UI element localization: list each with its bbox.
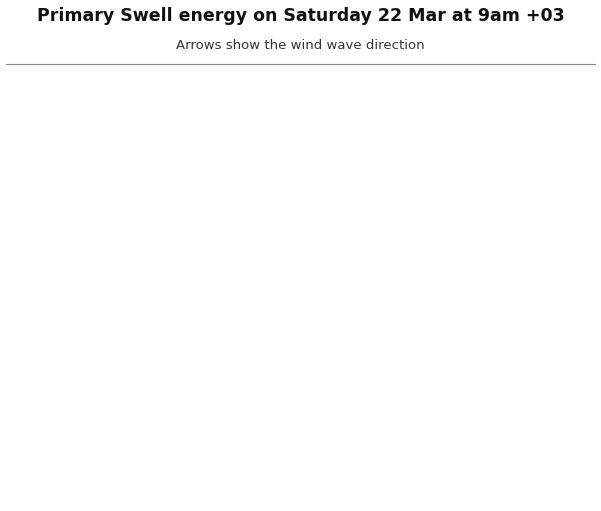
Text: Primary Swell energy on Saturday 22 Mar at 9am +03: Primary Swell energy on Saturday 22 Mar …	[37, 7, 564, 25]
Text: Arrows show the wind wave direction: Arrows show the wind wave direction	[176, 39, 425, 53]
Text: Map (requires cartopy): Map (requires cartopy)	[189, 278, 412, 297]
